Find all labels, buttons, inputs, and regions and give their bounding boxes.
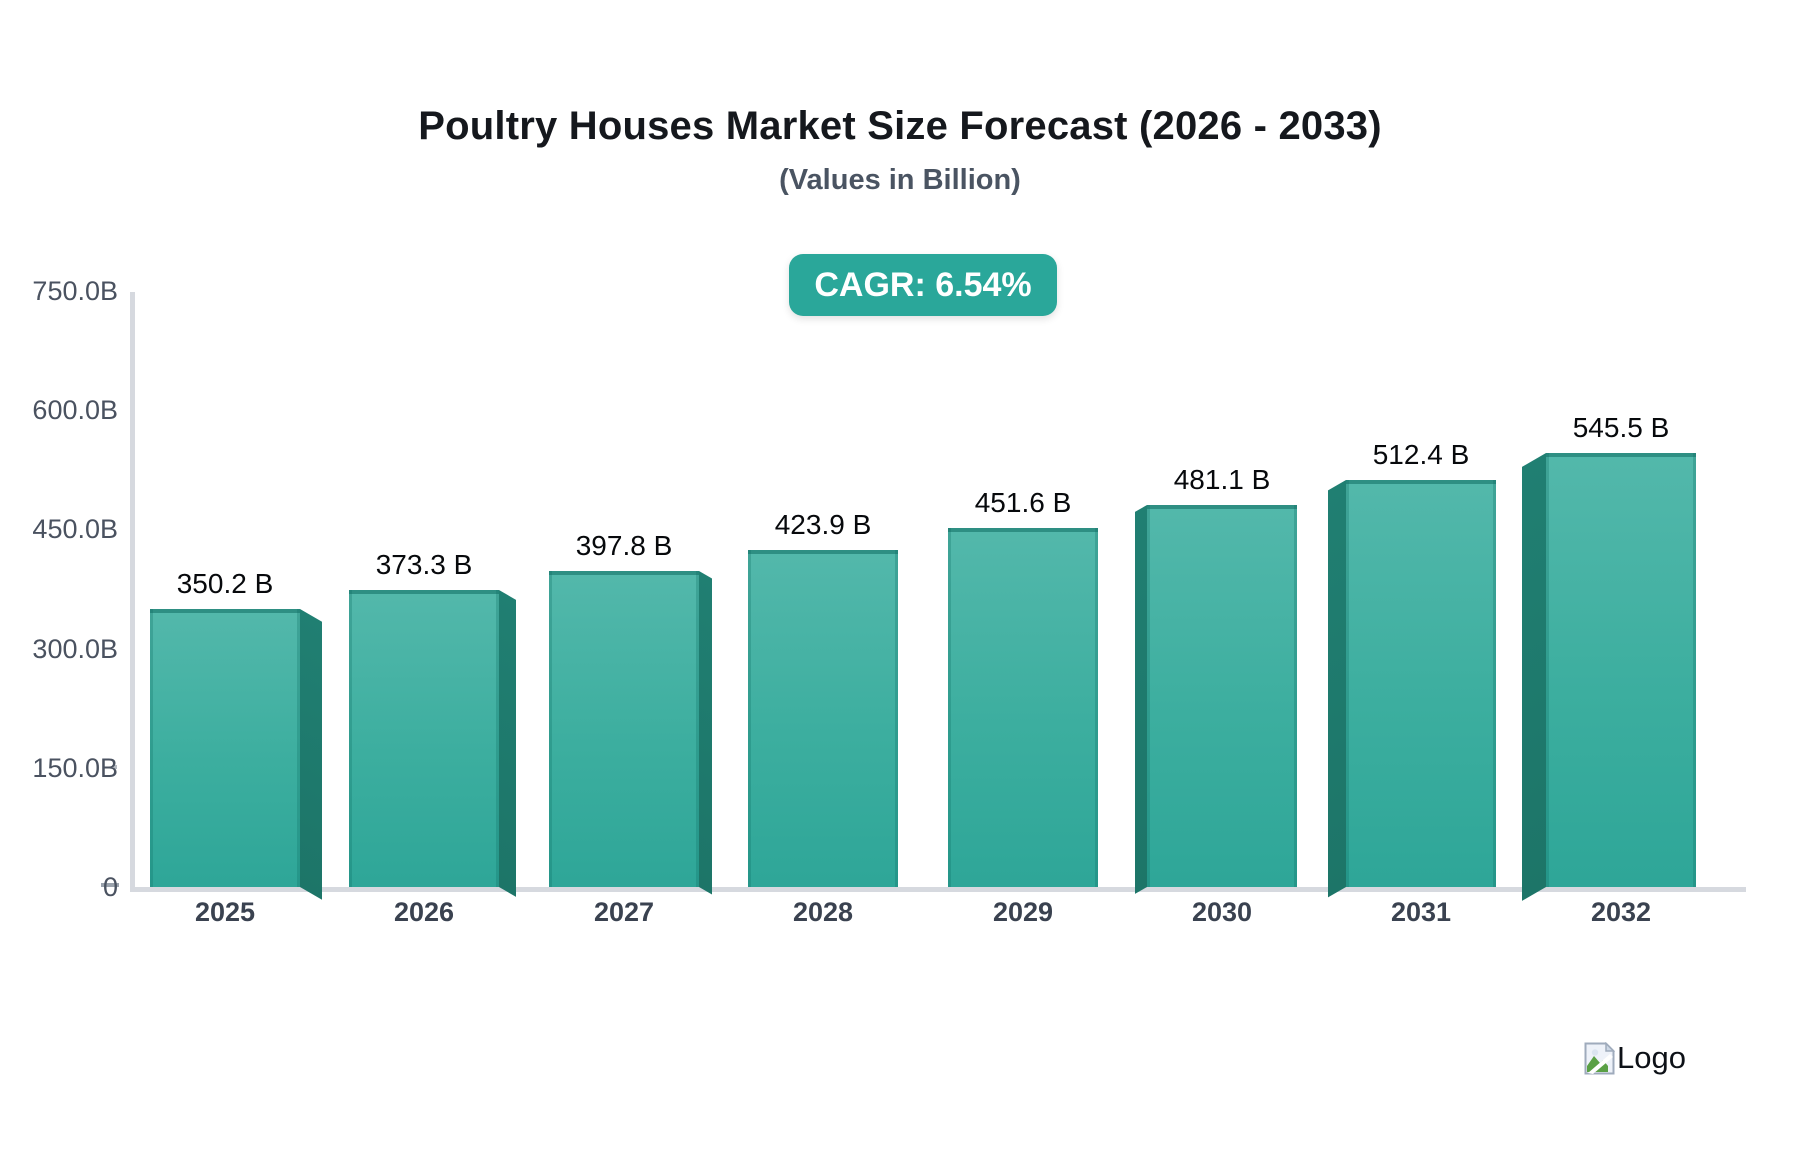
zero-tick-mark — [101, 883, 119, 887]
bar-value-label: 397.8 B — [575, 530, 673, 561]
bar-front-face — [748, 550, 898, 887]
bar-3d-side-face — [1522, 453, 1546, 901]
bar-3d-side-face — [1328, 480, 1346, 898]
y-axis-tick-label: 300.0B — [32, 633, 118, 664]
bar-2028: 423.9 B — [748, 509, 898, 887]
bar-value-label: 350.2 B — [176, 568, 274, 599]
bar-3d-side-face — [300, 609, 322, 900]
bar-front-face — [948, 528, 1098, 887]
bar-2031: 512.4 B — [1328, 439, 1496, 898]
bar-2025: 350.2 B — [150, 568, 322, 900]
chart-title: Poultry Houses Market Size Forecast (202… — [418, 104, 1382, 148]
bar-value-label: 423.9 B — [774, 509, 872, 540]
cagr-badge: CAGR: 6.54% — [789, 254, 1057, 316]
x-axis-label-2030: 2030 — [1191, 897, 1253, 927]
bar-front-face — [1147, 505, 1297, 887]
bar-value-label: 451.6 B — [974, 487, 1072, 518]
broken-image-icon — [1584, 1041, 1615, 1074]
bar-front-face — [349, 590, 499, 887]
x-axis-label-2028: 2028 — [792, 897, 854, 927]
x-axis-label-2026: 2026 — [393, 897, 455, 927]
y-axis-tick-label: 150.0B — [32, 752, 118, 783]
y-axis-tick-label: 750.0B — [32, 275, 118, 306]
cagr-badge-label: CAGR: 6.54% — [814, 265, 1032, 304]
bar-value-label: 373.3 B — [375, 549, 473, 580]
y-axis-tick-label: 600.0B — [32, 395, 118, 425]
x-axis-label-2025: 2025 — [194, 897, 256, 927]
logo: Logo — [1584, 1040, 1686, 1076]
y-axis-tick-label: 0 — [102, 872, 118, 902]
bar-2030: 481.1 B — [1135, 464, 1297, 894]
chart-subtitle: (Values in Billion) — [779, 164, 1021, 196]
bar-3d-side-face — [699, 571, 712, 895]
bar-front-face — [1346, 480, 1496, 887]
bar-value-label: 512.4 B — [1372, 439, 1470, 470]
bar-front-face — [150, 609, 300, 887]
x-axis-label-2032: 2032 — [1590, 897, 1652, 927]
x-axis-label-2031: 2031 — [1390, 897, 1452, 927]
y-axis-line — [130, 292, 135, 888]
bar-2029: 451.6 B — [948, 487, 1098, 887]
logo-text: Logo — [1617, 1040, 1686, 1075]
bar-value-label: 545.5 B — [1572, 412, 1670, 443]
x-axis-label-2027: 2027 — [593, 897, 655, 927]
tick-mark-150 — [112, 765, 117, 769]
bar-2032: 545.5 B — [1522, 412, 1696, 901]
y-axis-tick-label: 450.0B — [32, 514, 118, 545]
bar-2026: 373.3 B — [349, 549, 516, 897]
bar-front-face — [549, 571, 699, 887]
x-axis-line — [130, 887, 1746, 892]
x-axis-label-2029: 2029 — [992, 897, 1054, 927]
bar-2027: 397.8 B — [549, 530, 712, 895]
bar-value-label: 481.1 B — [1173, 464, 1271, 495]
bar-3d-side-face — [1135, 505, 1147, 894]
bar-3d-side-face — [499, 590, 516, 897]
bar-front-face — [1546, 453, 1696, 887]
